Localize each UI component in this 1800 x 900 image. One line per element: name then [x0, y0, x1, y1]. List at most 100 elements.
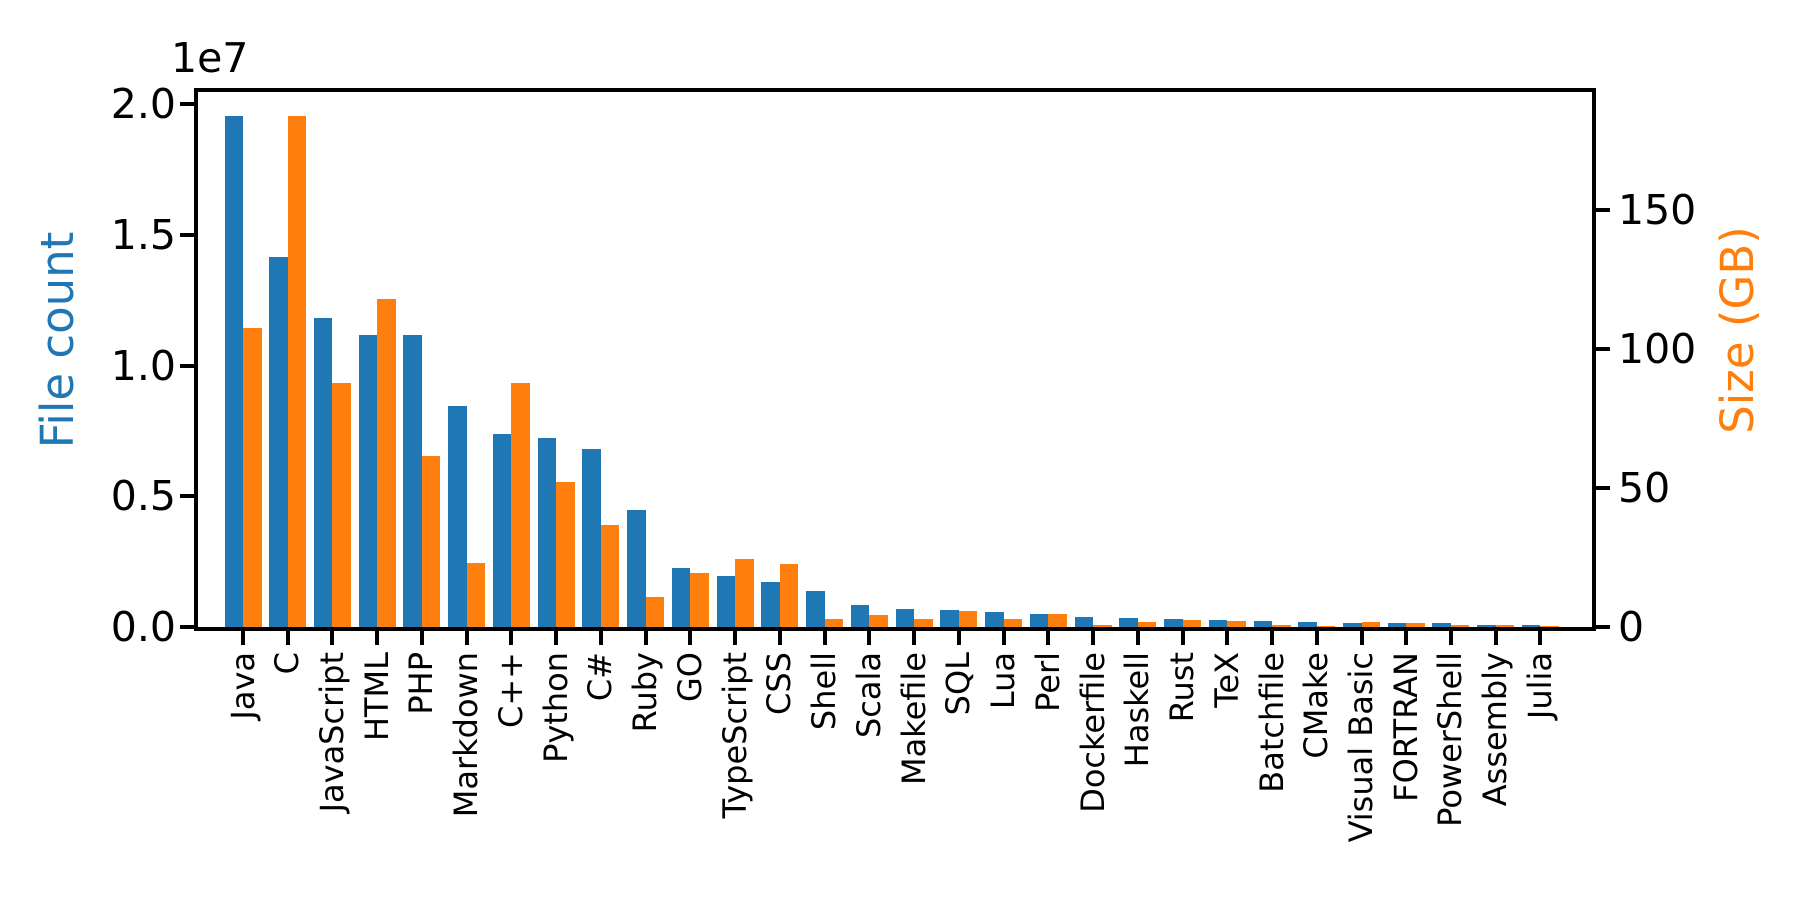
- bar-file-count-18-perl: [1029, 613, 1049, 627]
- y-axis-label-right: Size (GB): [1711, 226, 1764, 434]
- bar-size-gb-15-makefile: [914, 618, 933, 627]
- left-y-tick-label: 1.5: [110, 210, 176, 259]
- left-y-tick-mark: [180, 494, 194, 499]
- x-tick-label-haskell: Haskell: [1118, 652, 1157, 768]
- x-tick-mark: [1091, 631, 1096, 645]
- bar-file-count-4-php: [403, 334, 422, 627]
- x-tick-mark: [912, 631, 917, 645]
- bar-file-count-11-typescript: [716, 576, 736, 627]
- left-y-tick-mark: [180, 625, 194, 629]
- bar-file-count-16-sql: [940, 609, 959, 627]
- bar-size-gb-19-dockerfile: [1093, 625, 1112, 627]
- bar-size-gb-22-tex: [1227, 621, 1246, 627]
- x-tick-label-javascript: JavaScript: [312, 652, 351, 813]
- x-tick-mark: [1180, 631, 1185, 645]
- left-y-tick-mark: [180, 232, 194, 237]
- bar-file-count-24-cmake: [1298, 622, 1317, 627]
- x-tick-mark: [643, 631, 648, 645]
- x-tick-label-assembly: Assembly: [1476, 652, 1515, 807]
- bar-file-count-22-tex: [1208, 620, 1228, 627]
- bar-size-gb-9-ruby: [645, 596, 665, 627]
- x-tick-label-tex: TeX: [1207, 652, 1246, 708]
- x-tick-label-c: C: [268, 652, 307, 675]
- x-tick-mark: [1404, 631, 1409, 645]
- bar-size-gb-5-markdown: [466, 562, 486, 627]
- bar-file-count-10-go: [671, 567, 691, 627]
- x-tick-mark: [867, 631, 872, 645]
- bar-size-gb-28-assembly: [1495, 624, 1515, 627]
- bar-size-gb-12-css: [779, 564, 799, 627]
- right-y-tick-label: 50: [1618, 464, 1671, 513]
- x-tick-label-batchfile: Batchfile: [1252, 652, 1291, 793]
- x-tick-mark: [419, 631, 424, 645]
- x-tick-mark: [1270, 631, 1275, 645]
- right-y-tick-mark: [1596, 347, 1610, 352]
- left-y-tick-label: 0.5: [110, 472, 176, 521]
- bar-size-gb-8-c: [600, 524, 620, 627]
- bar-size-gb-6-c: [511, 383, 530, 627]
- bar-file-count-20-haskell: [1119, 618, 1138, 627]
- x-tick-mark: [956, 631, 961, 645]
- bar-size-gb-27-powershell: [1450, 625, 1470, 627]
- x-tick-mark: [1135, 631, 1140, 645]
- bar-file-count-7-python: [537, 438, 557, 627]
- x-tick-label-visual-basic: Visual Basic: [1342, 652, 1380, 843]
- bar-file-count-27-powershell: [1432, 623, 1451, 627]
- x-tick-label-powershell: PowerShell: [1431, 652, 1470, 827]
- x-tick-label-markdown: Markdown: [447, 652, 486, 818]
- bar-file-count-0-java: [224, 116, 243, 627]
- bar-size-gb-4-php: [421, 456, 441, 627]
- x-tick-mark: [1493, 631, 1498, 645]
- right-y-tick-mark: [1596, 208, 1610, 213]
- bar-size-gb-18-perl: [1048, 613, 1067, 627]
- x-tick-label-sql: SQL: [939, 652, 978, 716]
- x-tick-label-ruby: Ruby: [626, 652, 665, 733]
- right-y-tick-mark: [1596, 486, 1610, 491]
- bar-size-gb-24-cmake: [1316, 625, 1336, 627]
- bar-file-count-17-lua: [985, 611, 1004, 627]
- x-tick-label-python: Python: [536, 652, 575, 763]
- x-tick-mark: [1359, 631, 1364, 645]
- y-axis-label-left: File count: [31, 231, 84, 449]
- bar-file-count-9-ruby: [627, 510, 646, 627]
- x-tick-label-css: CSS: [760, 652, 799, 715]
- right-y-tick-mark: [1596, 625, 1610, 629]
- bar-size-gb-16-sql: [958, 611, 978, 627]
- x-tick-label-cmake: CMake: [1297, 652, 1336, 759]
- bar-file-count-15-makefile: [895, 609, 915, 627]
- x-tick-mark: [688, 631, 693, 645]
- left-y-tick-label: 1.0: [110, 341, 176, 390]
- x-tick-mark: [1314, 631, 1319, 645]
- x-tick-mark: [598, 631, 603, 645]
- bar-size-gb-14-scala: [869, 614, 888, 627]
- x-tick-label-html: HTML: [357, 652, 396, 742]
- x-tick-mark: [822, 631, 827, 645]
- x-tick-label-rust: Rust: [1163, 652, 1202, 723]
- x-tick-label-c: C++: [491, 652, 530, 728]
- bar-size-gb-23-batchfile: [1272, 625, 1291, 627]
- x-tick-label-php: PHP: [402, 652, 441, 715]
- x-tick-label-lua: Lua: [984, 652, 1023, 710]
- left-y-tick-mark: [180, 363, 194, 368]
- x-tick-label-scala: Scala: [849, 652, 888, 739]
- x-tick-label-perl: Perl: [1028, 652, 1067, 712]
- x-tick-mark: [375, 631, 380, 645]
- x-tick-label-shell: Shell: [805, 652, 844, 731]
- bar-size-gb-17-lua: [1003, 619, 1023, 627]
- bar-file-count-5-markdown: [448, 405, 467, 627]
- x-tick-mark: [1538, 631, 1543, 645]
- x-tick-mark: [1001, 631, 1006, 645]
- x-tick-label-fortran: FORTRAN: [1386, 652, 1425, 802]
- bar-size-gb-25-visual-basic: [1361, 621, 1380, 627]
- x-tick-label-julia: Julia: [1520, 652, 1559, 720]
- x-tick-label-c: C#: [581, 652, 620, 702]
- bar-size-gb-10-go: [690, 573, 709, 627]
- x-tick-label-dockerfile: Dockerfile: [1073, 652, 1112, 813]
- bar-size-gb-7-python: [556, 482, 575, 627]
- x-tick-mark: [509, 631, 514, 645]
- bar-size-gb-13-shell: [824, 618, 844, 627]
- x-tick-mark: [554, 631, 559, 645]
- bar-size-gb-2-javascript: [332, 383, 351, 627]
- bar-file-count-19-dockerfile: [1074, 617, 1094, 627]
